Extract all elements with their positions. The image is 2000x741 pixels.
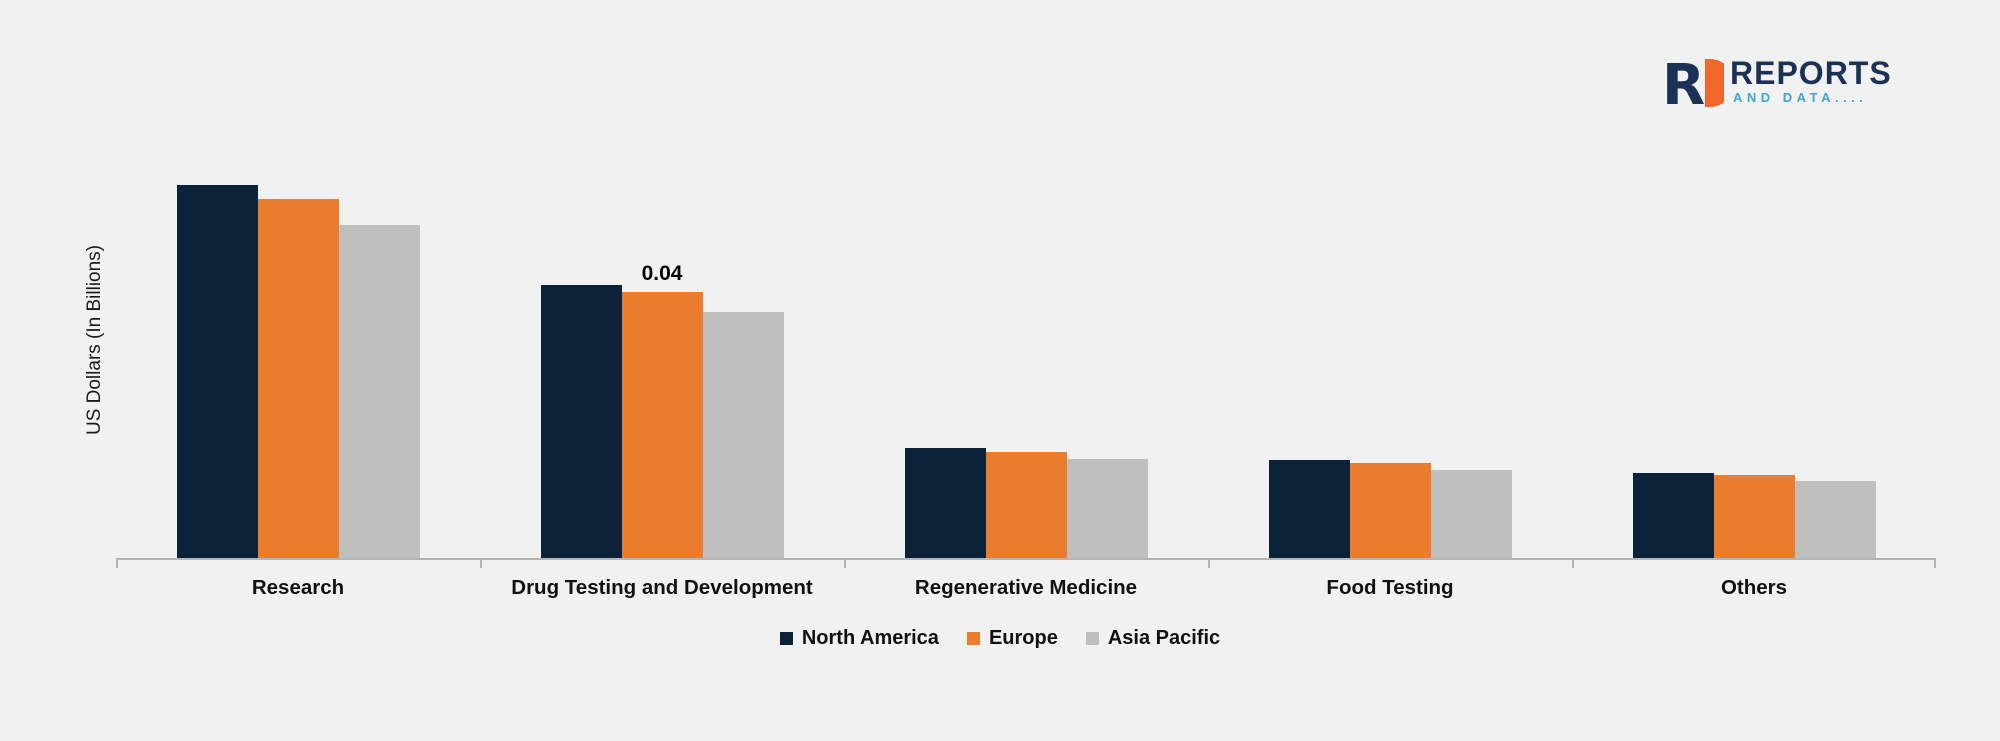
bar-north-america-others — [1632, 473, 1714, 558]
brand-logo-text: REPORTS AND DATA.... — [1730, 56, 1892, 105]
legend-marker-icon — [1085, 631, 1099, 645]
legend-marker-icon — [966, 631, 980, 645]
bar-group-item — [1268, 460, 1350, 558]
category-slot-drug-testing-and-development: 0.04 — [480, 148, 844, 558]
category-slot-regenerative-medicine — [844, 148, 1208, 558]
bar-group-item — [176, 185, 258, 558]
bar-asia-pacific-regenerative-medicine — [1066, 459, 1148, 558]
bar-group-item — [1066, 459, 1148, 558]
legend-item-europe: Europe — [966, 626, 1058, 650]
legend-marker-icon — [779, 631, 793, 645]
legend-item-asia-pacific: Asia Pacific — [1085, 626, 1221, 650]
axis-tick — [116, 559, 118, 568]
x-axis-label-research: Research — [251, 576, 345, 599]
bar-group-item — [985, 452, 1067, 558]
bar-asia-pacific-food-testing — [1430, 470, 1512, 558]
bar-group-item — [1430, 470, 1512, 558]
bar-europe-others — [1713, 475, 1795, 558]
bar-group-item — [540, 285, 622, 558]
brand-logo: R REPORTS AND DATA.... — [1664, 56, 1892, 110]
legend-item-north-america: North America — [779, 626, 939, 650]
bar-europe-food-testing — [1349, 463, 1431, 558]
category-slot-food-testing — [1208, 148, 1572, 558]
x-axis-label-regenerative-medicine: Regenerative Medicine — [914, 576, 1138, 599]
legend-label: Europe — [988, 627, 1058, 649]
bar-europe-drug-testing-and-development — [621, 292, 703, 558]
bar-asia-pacific-drug-testing-and-development — [702, 312, 784, 558]
x-axis-label-food-testing: Food Testing — [1326, 576, 1454, 599]
bar-group-item — [904, 448, 986, 558]
bar-north-america-research — [176, 185, 258, 558]
y-axis-title: US Dollars (In Billions) — [84, 244, 105, 436]
bar-group-item — [257, 199, 339, 558]
axis-tick — [844, 559, 846, 568]
axis-tick — [1934, 559, 1936, 568]
data-label-europe-drug-testing-and-development: 0.04 — [641, 262, 683, 285]
bar-europe-regenerative-medicine — [985, 452, 1067, 558]
bar-group-item — [702, 312, 784, 558]
category-slot-research — [116, 148, 480, 558]
category-slot-others — [1572, 148, 1936, 558]
plot-area: 0.04 — [116, 148, 1936, 560]
bar-group-item — [1632, 473, 1714, 558]
x-axis-labels: Research Drug Testing and Development Rege… — [116, 574, 1936, 602]
brand-name: REPORTS — [1730, 55, 1892, 91]
bar-group-item: 0.04 — [621, 262, 703, 558]
brand-logo-mark-icon: R — [1664, 56, 1724, 110]
x-axis-label-others: Others — [1720, 576, 1788, 599]
legend: North America Europe Asia Pacific — [0, 626, 2000, 650]
bar-asia-pacific-research — [338, 225, 420, 558]
x-axis-label-drug-testing-and-development: Drug Testing and Development — [511, 576, 813, 599]
bar-group-item — [1794, 481, 1876, 558]
bar-north-america-food-testing — [1268, 460, 1350, 558]
svg-text:R: R — [1664, 56, 1705, 110]
bar-group-item — [338, 225, 420, 558]
bar-north-america-drug-testing-and-development — [540, 285, 622, 558]
axis-tick — [1572, 559, 1574, 568]
legend-label: North America — [801, 627, 939, 649]
legend-label: Asia Pacific — [1107, 627, 1221, 649]
bar-asia-pacific-others — [1794, 481, 1876, 558]
bar-north-america-regenerative-medicine — [904, 448, 986, 558]
bar-europe-research — [257, 199, 339, 558]
axis-tick — [480, 559, 482, 568]
brand-tagline: AND DATA.... — [1733, 90, 1868, 105]
bar-group-item — [1713, 475, 1795, 558]
bar-group-item — [1349, 463, 1431, 558]
axis-tick — [1208, 559, 1210, 568]
